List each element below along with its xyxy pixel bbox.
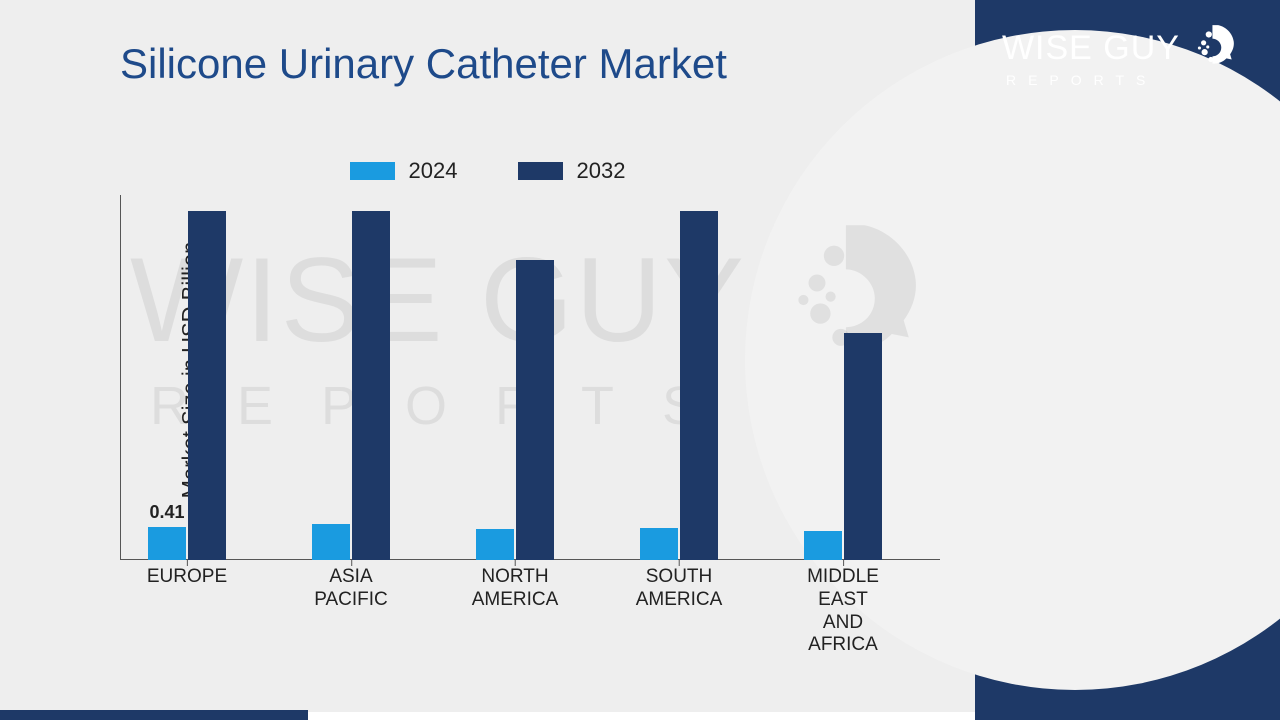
bar: [516, 260, 554, 560]
bar: [476, 529, 514, 560]
x-tick: [843, 560, 844, 566]
x-tick-label: ASIA PACIFIC: [314, 566, 388, 612]
x-tick-label: NORTH AMERICA: [472, 566, 559, 612]
x-tick-label: EUROPE: [147, 566, 227, 589]
legend-label: 2024: [409, 158, 458, 184]
x-tick-label: MIDDLE EAST AND AFRICA: [807, 566, 879, 657]
bar: [188, 211, 226, 560]
legend: 2024 2032: [0, 158, 975, 184]
legend-item: 2032: [518, 158, 626, 184]
x-tick: [679, 560, 680, 566]
legend-label: 2032: [577, 158, 626, 184]
bar-groups: 0.41: [120, 195, 940, 560]
chart-area: 0.41: [120, 195, 940, 560]
bottom-strip: [0, 710, 308, 720]
x-tick-label: SOUTH AMERICA: [636, 566, 723, 612]
bar: [640, 528, 678, 560]
bar: [680, 211, 718, 560]
bar: [352, 211, 390, 560]
bar: [804, 531, 842, 560]
legend-item: 2024: [350, 158, 458, 184]
brand-logo: WISE GUY REPORTS: [1002, 22, 1240, 88]
bar: [148, 527, 186, 560]
chart-title: Silicone Urinary Catheter Market: [120, 40, 727, 88]
x-tick: [351, 560, 352, 566]
brand-head-icon: [1188, 22, 1240, 74]
brand-name: WISE GUY: [1002, 29, 1180, 68]
bar: [844, 333, 882, 560]
x-tick: [187, 560, 188, 566]
bar-value-label: 0.41: [149, 502, 184, 523]
stage: WISE GUY REPORTS Silicone Urinary Cathet…: [0, 0, 1280, 720]
brand-sub: REPORTS: [1006, 72, 1240, 88]
x-tick: [515, 560, 516, 566]
bar: [312, 524, 350, 560]
legend-swatch: [518, 162, 563, 180]
legend-swatch: [350, 162, 395, 180]
